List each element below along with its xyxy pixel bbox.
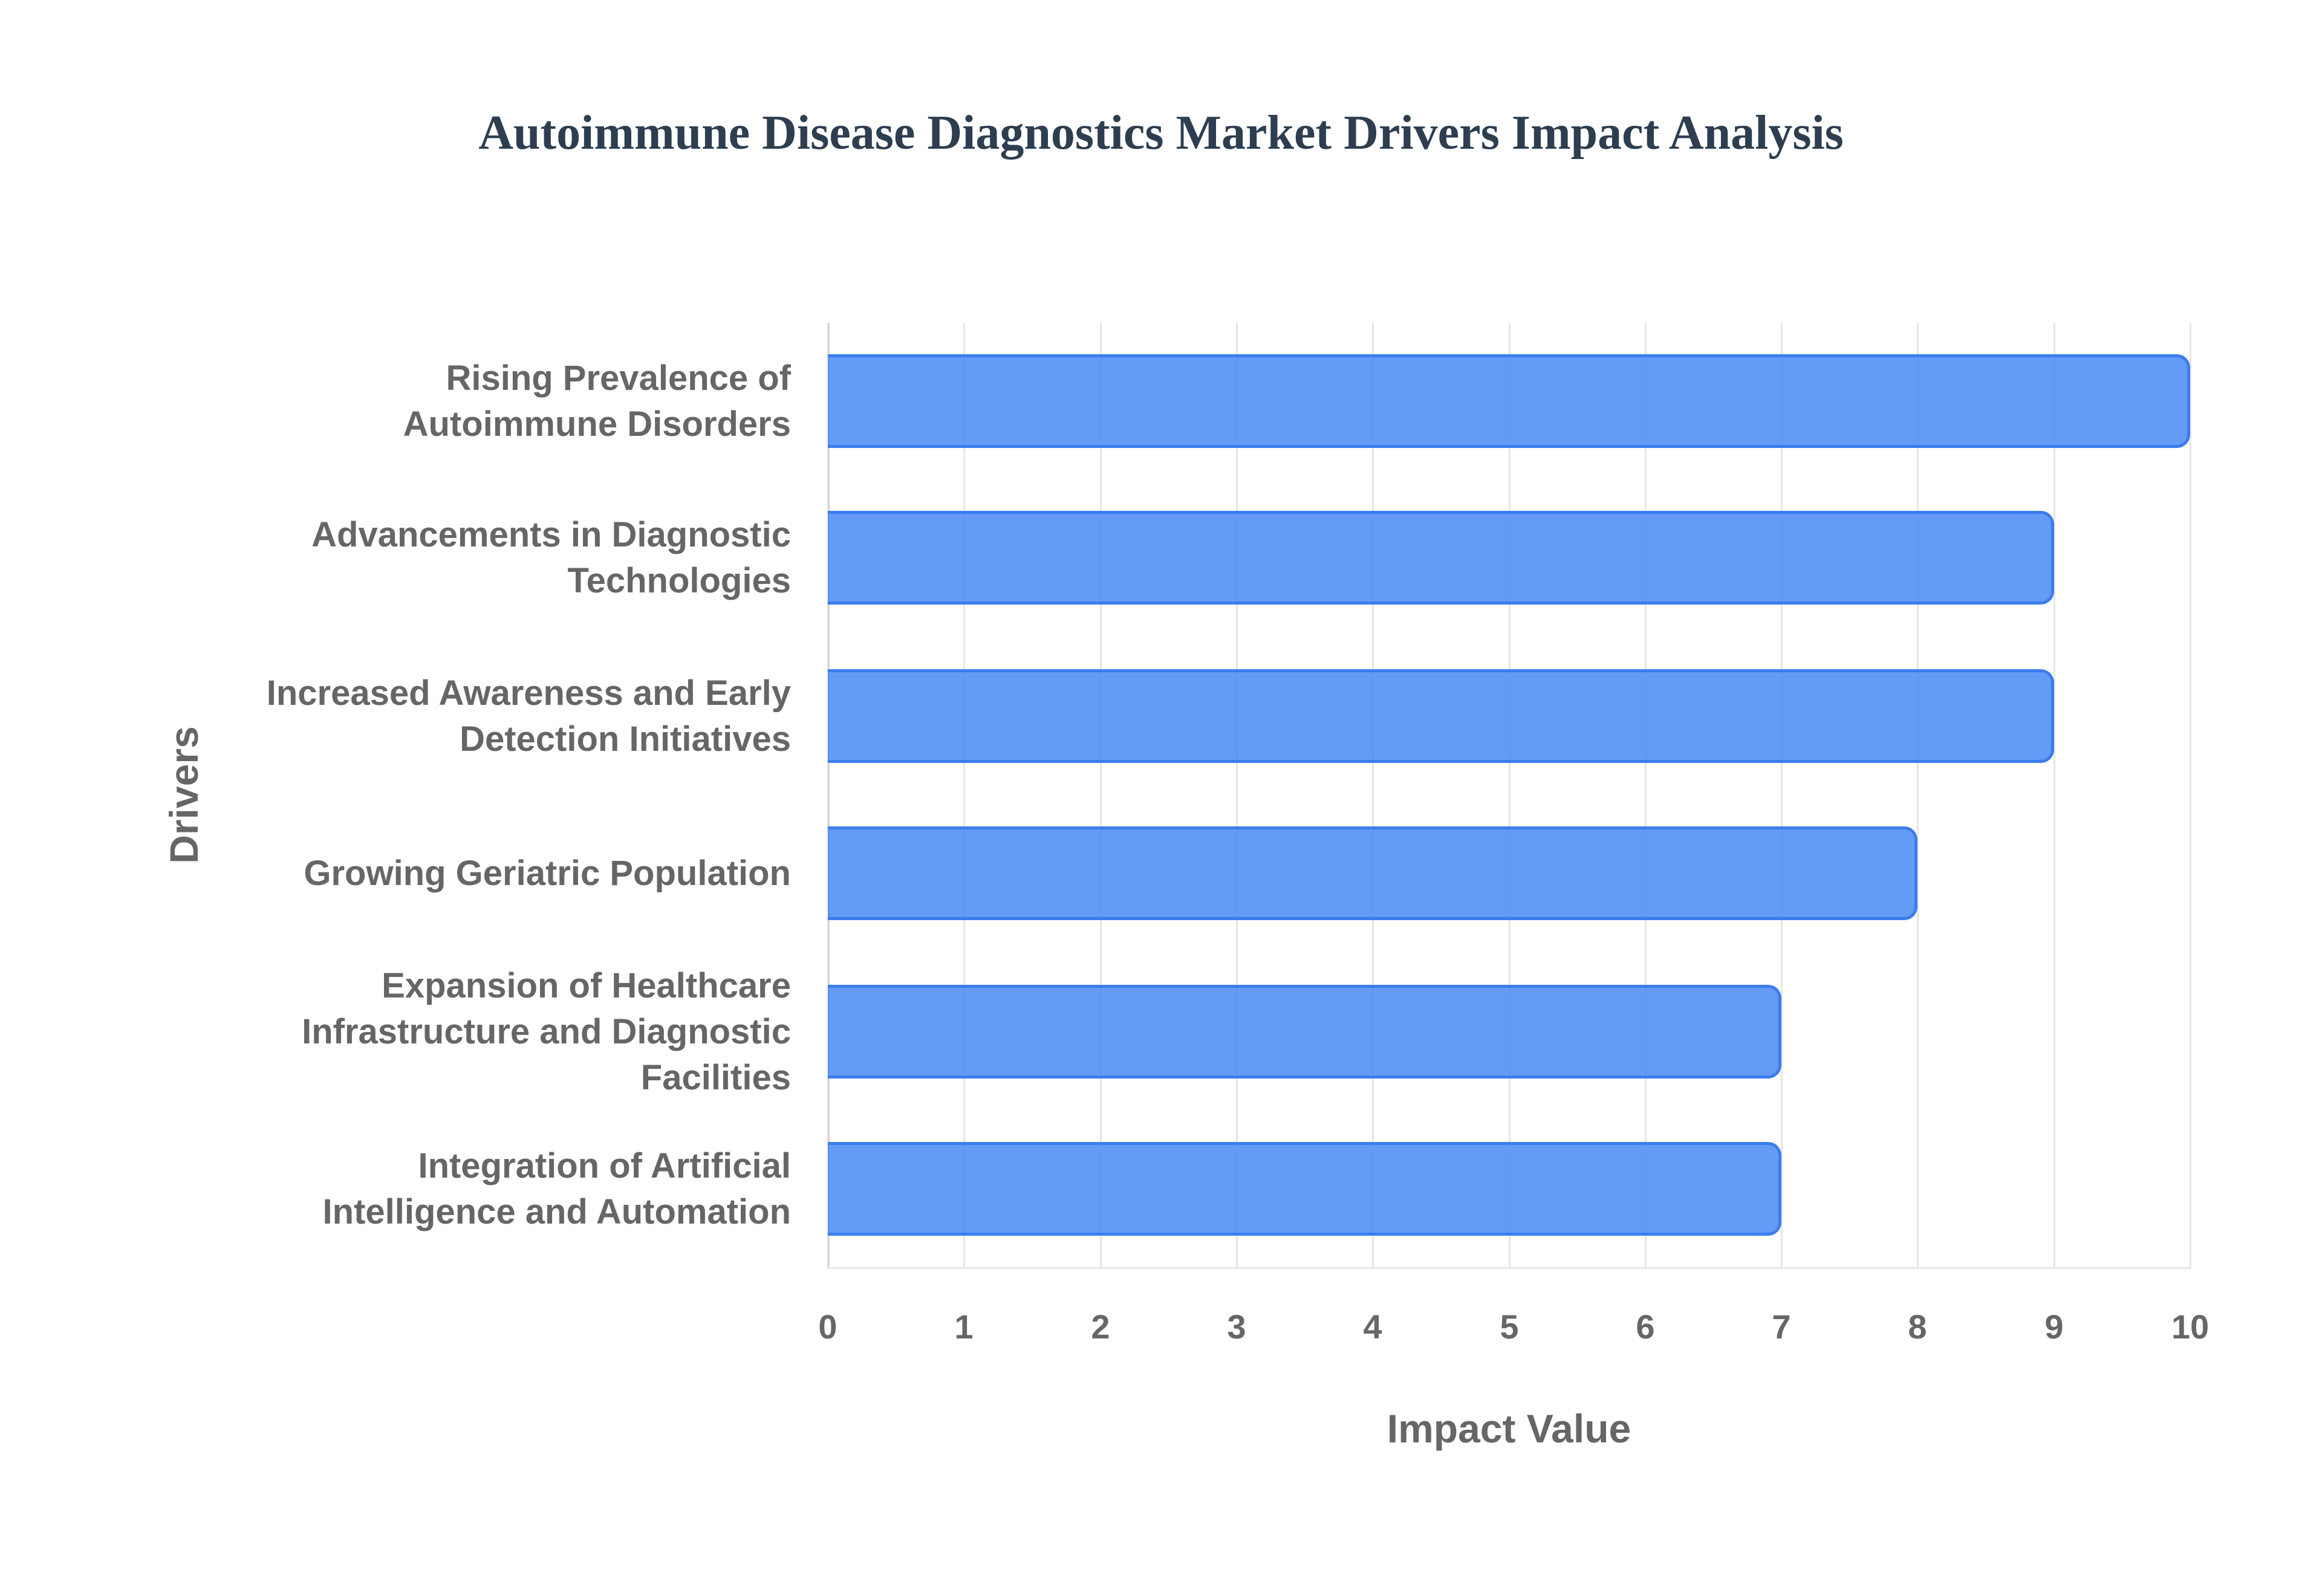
x-tick-9: 9 — [2044, 1308, 2064, 1346]
x-tick-2: 2 — [1091, 1308, 1110, 1346]
label-line: Integration of Artificial — [418, 1146, 791, 1186]
y-tick-label-2: Increased Awareness and Early Detection … — [186, 670, 791, 762]
label-line: Rising Prevalence of — [446, 358, 791, 398]
y-axis-line — [828, 323, 830, 1269]
gridline-5 — [1508, 323, 1511, 1269]
label-line: Increased Awareness and Early — [266, 673, 791, 713]
x-tick-8: 8 — [1908, 1308, 1927, 1346]
label-line: Autoimmune Disorders — [403, 404, 791, 444]
chart-title: Autoimmune Disease Diagnostics Market Dr… — [478, 106, 1844, 160]
bar-rising-prevalence[interactable] — [828, 354, 2190, 448]
bar-increased-awareness[interactable] — [828, 669, 2054, 763]
y-tick-label-5: Integration of Artificial Intelligence a… — [186, 1143, 791, 1235]
x-tick-0: 0 — [818, 1308, 837, 1346]
label-line: Infrastructure and Diagnostic — [302, 1012, 791, 1051]
gridline-2 — [1099, 323, 1102, 1269]
gridline-8 — [1917, 323, 1919, 1269]
bar-healthcare-infrastructure[interactable] — [828, 985, 1782, 1079]
gridline-3 — [1235, 323, 1238, 1269]
x-tick-5: 5 — [1500, 1308, 1519, 1346]
gridline-9 — [2053, 323, 2055, 1269]
y-tick-label-0: Rising Prevalence of Autoimmune Disorder… — [186, 355, 791, 447]
x-axis-title: Impact Value — [1387, 1406, 1631, 1451]
label-line: Technologies — [567, 561, 791, 600]
label-line: Growing Geriatric Population — [304, 854, 791, 893]
label-line: Expansion of Healthcare — [382, 966, 791, 1005]
gridline-10 — [2190, 323, 2191, 1269]
x-tick-4: 4 — [1363, 1308, 1382, 1346]
y-tick-label-1: Advancements in Diagnostic Technologies — [186, 512, 791, 604]
x-tick-6: 6 — [1636, 1308, 1655, 1346]
gridline-4 — [1372, 323, 1374, 1269]
x-tick-7: 7 — [1772, 1308, 1791, 1346]
x-tick-10: 10 — [2171, 1308, 2210, 1346]
plot-area — [827, 323, 2191, 1269]
bar-ai-automation[interactable] — [828, 1142, 1782, 1236]
x-axis-line — [828, 1267, 2190, 1269]
label-line: Detection Initiatives — [460, 719, 791, 759]
bar-geriatric-population[interactable] — [828, 826, 1918, 920]
gridline-1 — [963, 323, 966, 1269]
label-line: Facilities — [640, 1058, 791, 1097]
bar-advancements-diagnostic-tech[interactable] — [828, 511, 2054, 605]
y-tick-label-3: Growing Geriatric Population — [186, 851, 791, 897]
x-tick-1: 1 — [954, 1308, 974, 1346]
gridline-6 — [1644, 323, 1647, 1269]
x-tick-3: 3 — [1227, 1308, 1246, 1346]
label-line: Intelligence and Automation — [322, 1192, 791, 1231]
gridline-7 — [1781, 323, 1783, 1269]
label-line: Advancements in Diagnostic — [311, 515, 791, 554]
y-axis-title: Drivers — [161, 726, 206, 864]
y-tick-label-4: Expansion of Healthcare Infrastructure a… — [186, 963, 791, 1101]
